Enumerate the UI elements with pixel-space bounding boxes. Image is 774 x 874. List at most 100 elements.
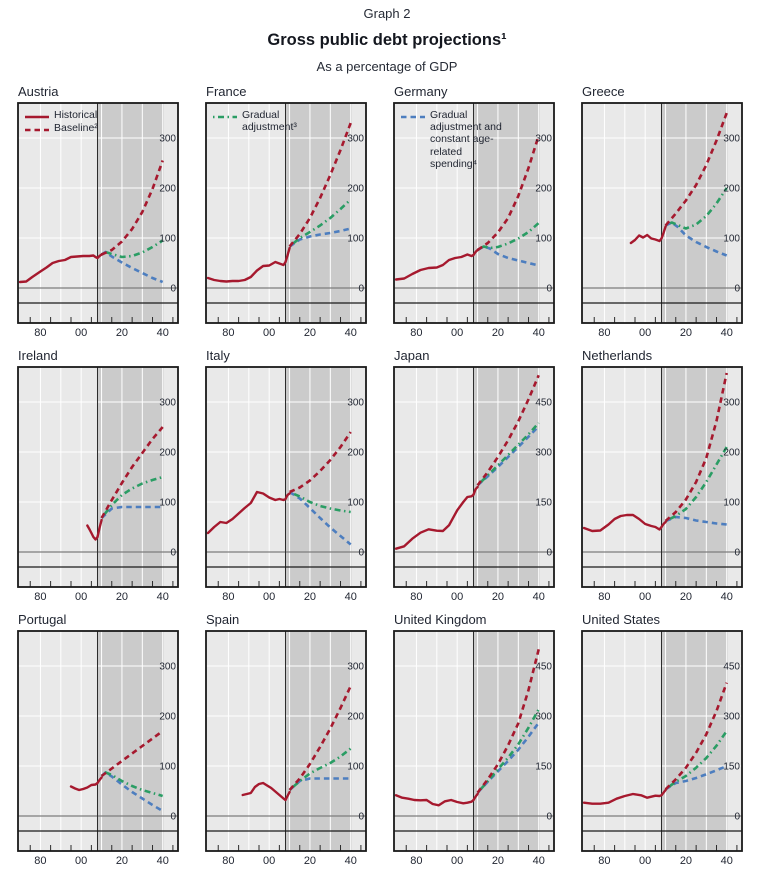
legend-label: Historical [54, 109, 98, 121]
panel-title-germany: Germany [394, 84, 448, 99]
series-baseline-line [476, 135, 540, 252]
y-tick-label: 0 [546, 548, 552, 559]
y-tick-label: 100 [159, 498, 176, 509]
chart-united-states: 0 150 300 450 80 00 20 40 [581, 630, 743, 867]
x-tick-label: 80 [222, 855, 234, 867]
y-tick-label: 300 [159, 662, 176, 673]
panel-title-france: France [206, 84, 247, 99]
legend-line-sample-historical [25, 115, 49, 119]
y-tick-label: 450 [535, 398, 552, 409]
chart-japan: 0 150 300 450 80 00 20 40 [393, 366, 555, 603]
x-tick-label: 20 [116, 591, 128, 603]
x-tick-label: 00 [639, 591, 651, 603]
y-tick-label: 0 [734, 548, 740, 559]
panel-frame [17, 366, 179, 588]
x-tick-label: 00 [639, 855, 651, 867]
x-tick-label: 20 [492, 855, 504, 867]
series-gradual-line [476, 222, 540, 252]
panel-austria: Austria 0 100 200 300 80 00 20 40 Historical Basel… [16, 84, 180, 346]
legend-label: Baseline² [54, 122, 98, 135]
chart-subtitle: As a percentage of GDP [316, 59, 458, 74]
y-tick-label: 0 [358, 812, 364, 823]
y-tick-label: 100 [159, 762, 176, 773]
series-baseline-line [476, 648, 540, 794]
panel-title-united-kingdom: United Kingdom [394, 612, 487, 627]
x-tick-label: 80 [410, 855, 422, 867]
x-tick-label: 40 [345, 327, 357, 339]
panel-ireland: Ireland 0 100 200 300 80 00 20 40 [16, 348, 180, 610]
x-tick-label: 80 [34, 591, 46, 603]
chart-italy: 0 100 200 300 80 00 20 40 [205, 366, 367, 603]
x-tick-label: 80 [410, 591, 422, 603]
series-gradual-constant-line [665, 221, 728, 257]
series-historical-line [69, 776, 103, 792]
series-gradual-constant-line [664, 764, 728, 791]
series-gradual-constant-line [288, 490, 352, 546]
y-tick-label: 450 [723, 662, 740, 673]
y-tick-label: 300 [347, 134, 364, 145]
chart-germany: 0 100 200 300 80 00 20 40 [393, 102, 555, 339]
panel-germany: Germany 0 100 200 300 80 00 20 40 Gradual adjustm… [392, 84, 556, 346]
chart-spain: 0 100 200 300 80 00 20 40 [205, 630, 367, 867]
series-historical-line [394, 792, 479, 807]
y-tick-label: 0 [170, 284, 176, 295]
y-tick-label: 300 [723, 134, 740, 145]
projection-band [473, 631, 540, 851]
series-gradual-line [665, 446, 728, 523]
y-tick-label: 150 [723, 762, 740, 773]
panel-frame [205, 102, 367, 324]
x-tick-label: 40 [721, 591, 733, 603]
y-tick-label: 200 [723, 184, 740, 195]
y-tick-label: 100 [347, 762, 364, 773]
panel-france: France 0 100 200 300 80 00 20 40 Gradual adjustme… [204, 84, 368, 346]
series-baseline-line [288, 122, 352, 248]
panel-title-austria: Austria [18, 84, 59, 99]
panel-title-netherlands: Netherlands [582, 348, 653, 363]
panel-frame [205, 366, 367, 588]
y-tick-label: 300 [347, 662, 364, 673]
projection-band [285, 103, 352, 323]
x-tick-label: 20 [116, 855, 128, 867]
projection-band [661, 103, 728, 323]
series-gradual-constant-line [100, 250, 164, 284]
projection-band [285, 367, 352, 587]
y-tick-label: 100 [347, 234, 364, 245]
series-gradual-constant-line [476, 245, 540, 267]
y-tick-label: 200 [535, 184, 552, 195]
y-tick-label: 200 [159, 448, 176, 459]
x-tick-label: 20 [492, 327, 504, 339]
panel-title-japan: Japan [394, 348, 430, 363]
y-tick-label: 0 [546, 284, 552, 295]
x-tick-label: 40 [533, 591, 545, 603]
series-gradual-line [665, 187, 728, 230]
panel-spain: Spain 0 100 200 300 80 00 20 40 [204, 612, 368, 874]
legend-item-gradual-constant: Gradual adjustment and constant age-rela… [401, 109, 511, 170]
x-tick-label: 40 [345, 591, 357, 603]
projection-band [97, 631, 164, 851]
projection-band [97, 367, 164, 587]
panel-japan: Japan 0 150 300 450 80 00 20 40 [392, 348, 556, 610]
x-tick-label: 20 [680, 591, 692, 603]
y-tick-label: 300 [535, 448, 552, 459]
series-gradual-constant-line [288, 227, 352, 248]
series-historical-line [582, 513, 667, 533]
y-tick-label: 100 [159, 234, 176, 245]
x-tick-label: 00 [263, 591, 275, 603]
y-tick-label: 0 [546, 812, 552, 823]
x-tick-label: 20 [304, 855, 316, 867]
y-tick-label: 300 [347, 398, 364, 409]
y-tick-label: 200 [723, 448, 740, 459]
panel-frame [393, 366, 555, 588]
series-baseline-line [664, 112, 728, 227]
panel-title-italy: Italy [206, 348, 230, 363]
series-gradual-line [100, 771, 164, 798]
y-tick-label: 450 [535, 662, 552, 673]
series-gradual-line [288, 198, 352, 248]
series-historical-line [206, 490, 291, 535]
x-tick-label: 00 [75, 591, 87, 603]
x-tick-label: 80 [34, 855, 46, 867]
series-historical-line [241, 781, 291, 802]
series-historical-line [394, 248, 479, 281]
series-historical-line [18, 253, 103, 284]
legend-label: Gradual adjustment and constant age-rela… [430, 109, 502, 170]
